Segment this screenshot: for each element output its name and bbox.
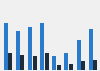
Bar	[52, 56, 56, 70]
Bar	[81, 61, 85, 70]
Bar	[20, 55, 24, 70]
Bar	[93, 60, 97, 70]
Bar	[40, 23, 44, 70]
Bar	[28, 27, 32, 70]
Bar	[89, 29, 93, 70]
Bar	[57, 65, 61, 70]
Bar	[8, 53, 12, 70]
Bar	[45, 53, 49, 70]
Bar	[32, 56, 37, 70]
Bar	[64, 53, 69, 70]
Bar	[4, 24, 8, 70]
Bar	[76, 40, 81, 70]
Bar	[69, 64, 73, 70]
Bar	[16, 31, 20, 70]
